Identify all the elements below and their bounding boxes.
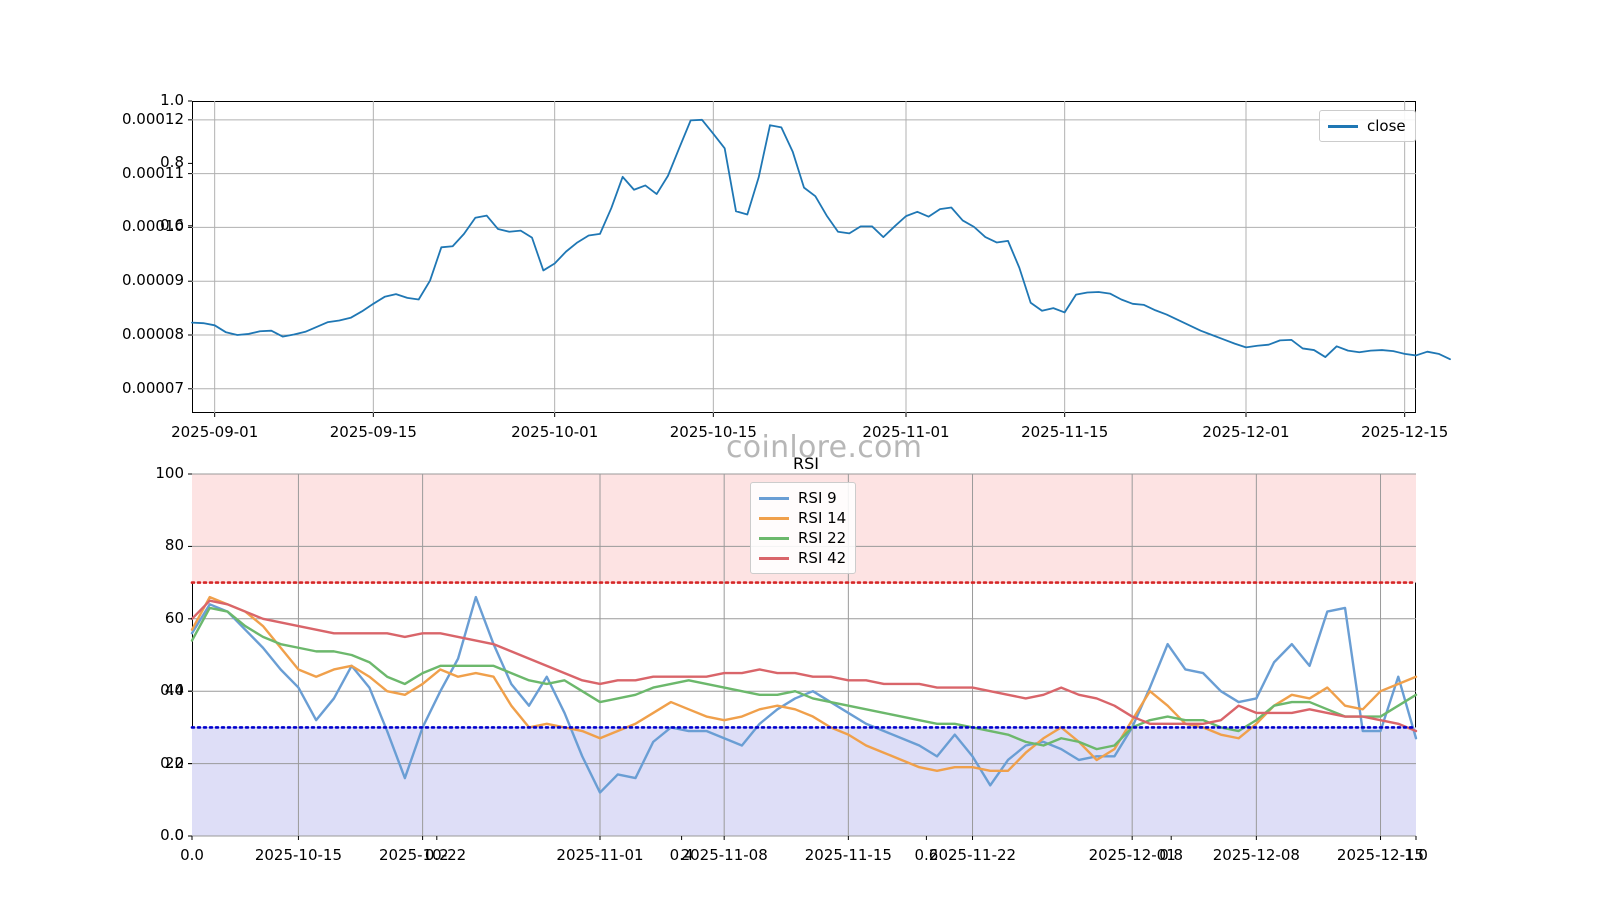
rsi-legend-swatch-icon bbox=[759, 556, 789, 560]
rsi-legend-swatch-icon bbox=[759, 536, 789, 540]
price-x-tick-label: 2025-10-15 bbox=[669, 423, 757, 441]
rsi-x-tick-label: 2025-10-15 bbox=[254, 846, 343, 864]
rsi-secondary-x-tick-label: 1.0 bbox=[1404, 846, 1428, 864]
rsi-x-tick-label: 2025-11-08 bbox=[680, 846, 768, 864]
price-legend[interactable]: close bbox=[1319, 110, 1416, 142]
rsi-legend-label: RSI 9 bbox=[798, 489, 837, 507]
price-plot-area bbox=[192, 101, 1416, 413]
rsi-y-tick-label: 80 bbox=[164, 536, 184, 555]
rsi-secondary-y-tick-label: 0.4 bbox=[160, 681, 184, 700]
rsi-secondary-y-tick-label: 0.2 bbox=[160, 753, 184, 772]
rsi-legend[interactable]: RSI 9 RSI 14 RSI 22 RSI 42 bbox=[750, 482, 857, 574]
price-x-tick-label: 2025-12-15 bbox=[1361, 423, 1449, 441]
price-x-tick-label: 2025-11-15 bbox=[1021, 423, 1109, 441]
price-y-tick-label: 0.00011 bbox=[121, 163, 184, 182]
rsi-legend-swatch-icon bbox=[759, 496, 789, 500]
price-x-tick-label: 2025-09-15 bbox=[329, 423, 417, 441]
price-y-tick-label: 0.00008 bbox=[121, 325, 184, 343]
price-x-tick-label: 2025-12-01 bbox=[1202, 423, 1290, 441]
rsi-secondary-x-tick-label: 0.2 bbox=[424, 846, 449, 864]
rsi-legend-label: RSI 14 bbox=[798, 509, 847, 527]
rsi-secondary-y-tick-label: 0.0 bbox=[160, 826, 184, 844]
price-legend-label: close bbox=[1367, 117, 1406, 135]
rsi-x-tick-label: 2025-10-22 bbox=[379, 846, 467, 864]
rsi-x-tick-label: 2025-12-01 bbox=[1088, 846, 1176, 864]
price-x-tick-label: 2025-11-01 bbox=[862, 423, 950, 441]
price-legend-item[interactable]: close bbox=[1328, 116, 1406, 136]
rsi-legend-label: RSI 42 bbox=[798, 549, 847, 567]
rsi-title: RSI bbox=[793, 454, 819, 473]
price-chart-panel: 0.00012 0.00011 0.00010 0.00009 0.00008 0.000… bbox=[121, 91, 1451, 441]
price-y-tick-label: 0.00007 bbox=[121, 378, 184, 397]
rsi-secondary-x-tick-label: 0.6 bbox=[914, 846, 939, 864]
price-secondary-y-tick-label: 0.8 bbox=[160, 153, 184, 172]
rsi-y-tick-label: 40 bbox=[164, 681, 184, 700]
rsi-legend-item[interactable]: RSI 14 bbox=[759, 508, 846, 528]
rsi-x-tick-label: 2025-12-08 bbox=[1212, 846, 1300, 864]
price-secondary-y-tick-label: 1.0 bbox=[160, 91, 184, 109]
rsi-legend-item[interactable]: RSI 22 bbox=[759, 528, 846, 548]
rsi-legend-item[interactable]: RSI 42 bbox=[759, 548, 846, 568]
rsi-x-tick-label: 2025-12-15 bbox=[1336, 846, 1425, 864]
rsi-secondary-x-tick-label: 0.8 bbox=[1159, 846, 1184, 864]
rsi-legend-swatch-icon bbox=[759, 516, 789, 520]
rsi-y-tick-label: 0 bbox=[174, 826, 184, 844]
price-secondary-y-tick-label: 0.6 bbox=[160, 215, 184, 234]
price-y-tick-label: 0.00009 bbox=[121, 271, 184, 290]
price-y-tick-label: 0.00012 bbox=[121, 109, 184, 128]
rsi-secondary-x-tick-label: 0.4 bbox=[669, 846, 694, 864]
price-y-tick-label: 0.00010 bbox=[121, 217, 184, 236]
watermark-coinlore: coinlore.com bbox=[726, 430, 923, 465]
price-x-tick-label: 2025-09-01 bbox=[171, 423, 259, 441]
rsi-x-tick-label: 2025-11-15 bbox=[804, 846, 892, 864]
rsi-x-tick-label: 2025-11-22 bbox=[928, 846, 1017, 864]
rsi-secondary-x-tick-label: 0.0 bbox=[180, 846, 204, 864]
rsi-chart-panel: RSI 0 20 40 60 80 100 0.4 0.2 0.0 2025-10-15 202… bbox=[0, 450, 1600, 900]
rsi-legend-label: RSI 22 bbox=[798, 529, 847, 547]
price-legend-swatch-icon bbox=[1328, 124, 1358, 128]
rsi-y-tick-label: 100 bbox=[155, 464, 184, 482]
rsi-legend-item[interactable]: RSI 9 bbox=[759, 488, 846, 508]
rsi-x-tick-label: 2025-11-01 bbox=[556, 846, 644, 864]
rsi-y-tick-label: 20 bbox=[164, 753, 184, 772]
rsi-y-tick-label: 60 bbox=[164, 608, 184, 627]
price-plot-svg bbox=[188, 100, 1451, 417]
price-x-tick-label: 2025-10-01 bbox=[511, 423, 599, 441]
